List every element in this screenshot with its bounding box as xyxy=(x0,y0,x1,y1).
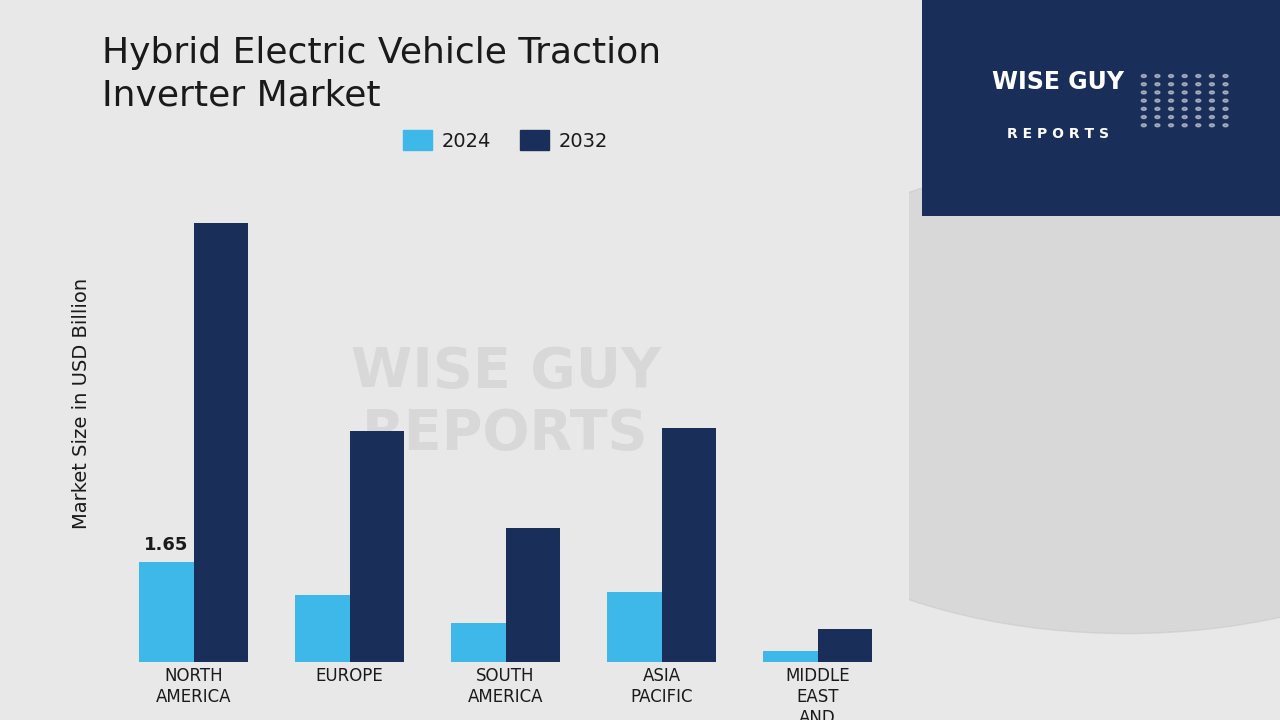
Circle shape xyxy=(1142,99,1147,102)
Bar xyxy=(349,431,404,662)
Circle shape xyxy=(1155,91,1160,94)
Circle shape xyxy=(1196,83,1201,86)
Circle shape xyxy=(1210,107,1215,110)
Bar xyxy=(763,652,818,662)
Circle shape xyxy=(1155,107,1160,110)
Bar xyxy=(607,593,662,662)
Circle shape xyxy=(1210,124,1215,127)
Bar xyxy=(451,623,506,662)
Circle shape xyxy=(1222,83,1228,86)
Circle shape xyxy=(1196,91,1201,94)
Bar xyxy=(662,428,717,662)
Circle shape xyxy=(1210,74,1215,78)
Circle shape xyxy=(1183,74,1187,78)
Circle shape xyxy=(1222,74,1228,78)
Circle shape xyxy=(1183,91,1187,94)
Circle shape xyxy=(1169,115,1174,119)
Circle shape xyxy=(1222,107,1228,110)
Bar xyxy=(193,223,248,662)
Text: R E P O R T S: R E P O R T S xyxy=(1007,127,1108,141)
Circle shape xyxy=(1155,83,1160,86)
Circle shape xyxy=(1169,74,1174,78)
Circle shape xyxy=(1142,124,1147,127)
Circle shape xyxy=(1142,74,1147,78)
Circle shape xyxy=(1222,115,1228,119)
Y-axis label: Market Size in USD Billion: Market Size in USD Billion xyxy=(72,278,91,528)
Circle shape xyxy=(1155,99,1160,102)
Circle shape xyxy=(1183,124,1187,127)
Bar xyxy=(818,629,872,662)
Circle shape xyxy=(1222,124,1228,127)
Bar xyxy=(294,595,349,662)
Circle shape xyxy=(1142,91,1147,94)
Circle shape xyxy=(1142,115,1147,119)
Text: WISE GUY
REPORTS: WISE GUY REPORTS xyxy=(351,345,660,462)
Circle shape xyxy=(1222,91,1228,94)
Legend: 2024, 2032: 2024, 2032 xyxy=(396,122,616,158)
Circle shape xyxy=(1210,83,1215,86)
Circle shape xyxy=(1183,99,1187,102)
Bar xyxy=(506,528,561,662)
Circle shape xyxy=(1210,115,1215,119)
Bar xyxy=(140,562,193,662)
Circle shape xyxy=(1169,83,1174,86)
Circle shape xyxy=(1169,99,1174,102)
Circle shape xyxy=(1183,115,1187,119)
Circle shape xyxy=(1222,99,1228,102)
Circle shape xyxy=(1169,91,1174,94)
Circle shape xyxy=(1183,83,1187,86)
Circle shape xyxy=(1142,107,1147,110)
Circle shape xyxy=(1196,124,1201,127)
Circle shape xyxy=(1196,107,1201,110)
Text: WISE GUY: WISE GUY xyxy=(992,70,1124,94)
Text: 1.65: 1.65 xyxy=(145,536,188,554)
Circle shape xyxy=(1169,107,1174,110)
Circle shape xyxy=(1196,74,1201,78)
Circle shape xyxy=(1196,115,1201,119)
Circle shape xyxy=(1183,107,1187,110)
Text: Hybrid Electric Vehicle Traction
Inverter Market: Hybrid Electric Vehicle Traction Inverte… xyxy=(102,36,662,112)
Circle shape xyxy=(1210,91,1215,94)
Circle shape xyxy=(1142,83,1147,86)
Circle shape xyxy=(1210,99,1215,102)
Circle shape xyxy=(1169,124,1174,127)
Circle shape xyxy=(1155,124,1160,127)
Circle shape xyxy=(1196,99,1201,102)
Circle shape xyxy=(1155,115,1160,119)
Circle shape xyxy=(1155,74,1160,78)
